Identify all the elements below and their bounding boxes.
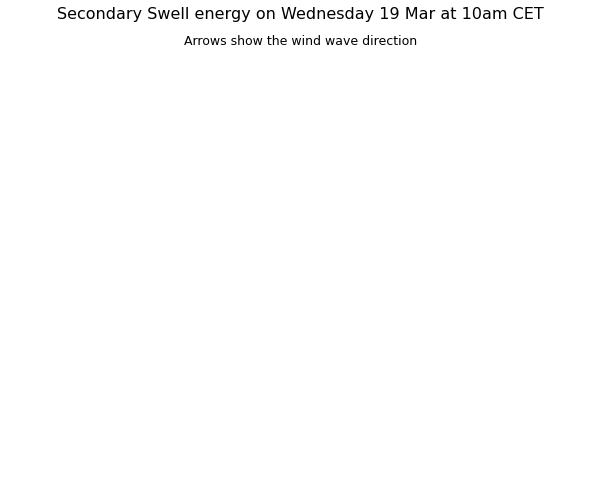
Text: Secondary Swell energy on Wednesday 19 Mar at 10am CET: Secondary Swell energy on Wednesday 19 M… [57,8,544,22]
Text: Arrows show the wind wave direction: Arrows show the wind wave direction [184,35,417,48]
Text: cartopy required: cartopy required [243,272,358,285]
